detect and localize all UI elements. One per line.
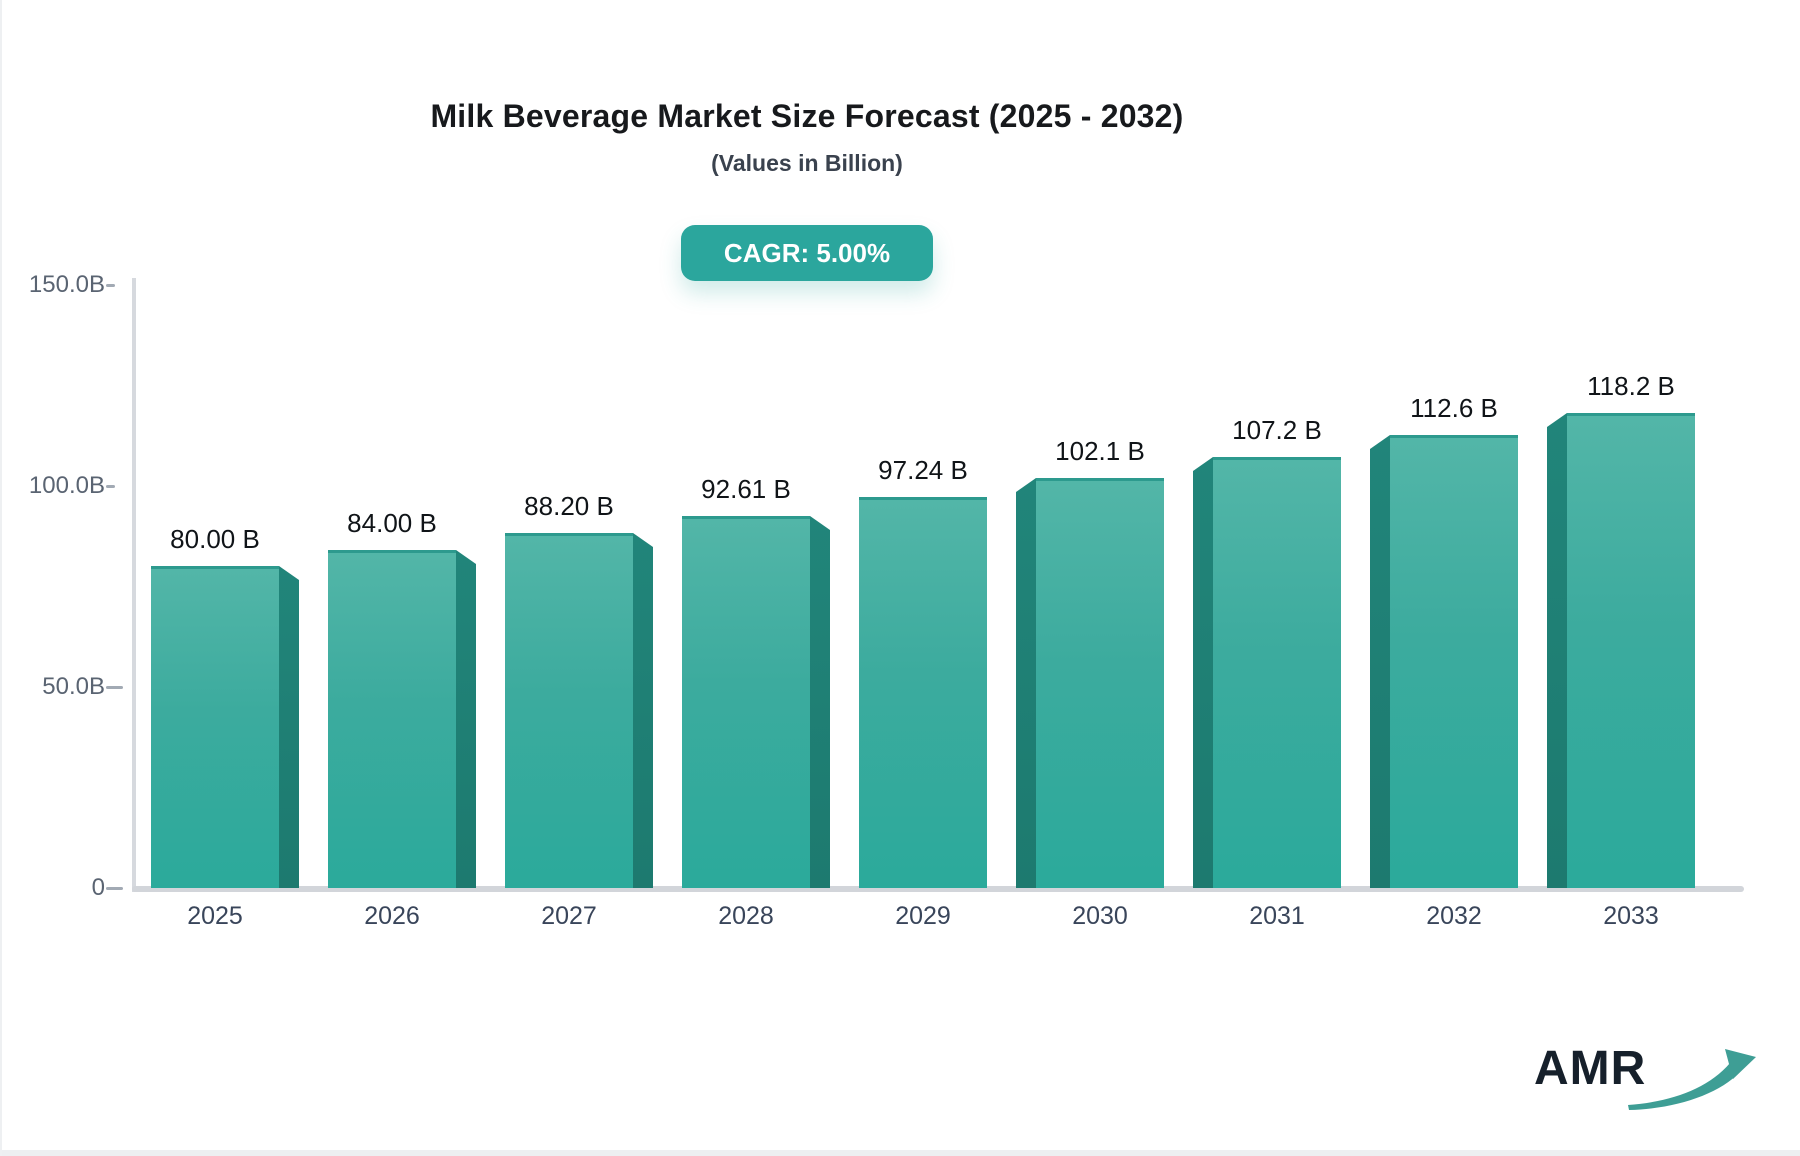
x-axis-label-2030: 2030 — [1072, 902, 1128, 930]
bar-2033 — [1567, 413, 1695, 888]
x-axis-line — [132, 886, 1744, 892]
bar-top-edge — [859, 497, 987, 500]
y-tick-label: 150.0B — [28, 271, 105, 298]
bar-side-panel-2026 — [456, 550, 476, 888]
x-axis-label-2026: 2026 — [364, 902, 420, 930]
chart-title: Milk Beverage Market Size Forecast (2025… — [430, 98, 1184, 134]
bar-value-label-2030: 102.1 B — [1055, 436, 1145, 466]
x-axis-label-2031: 2031 — [1249, 902, 1305, 930]
bar-side-panel-2033 — [1547, 413, 1567, 888]
x-axis-label-2025: 2025 — [187, 902, 243, 930]
bar-value-label-2032: 112.6 B — [1410, 393, 1498, 423]
bar-value-label-2031: 107.2 B — [1232, 415, 1322, 445]
bar-side-panel-2030 — [1016, 478, 1036, 888]
bar-2026 — [328, 550, 456, 888]
bar-value-label-2033: 118.2 B — [1587, 371, 1675, 401]
bar-value-label-2026: 84.00 B — [347, 508, 437, 538]
bar-top-edge — [505, 533, 633, 536]
bar-value-label-2025: 80.00 B — [170, 524, 260, 554]
bar-side-panel-2032 — [1370, 435, 1390, 888]
bar-top-edge — [1213, 457, 1341, 460]
bar-2030 — [1036, 478, 1164, 888]
bar-top-edge — [1567, 413, 1695, 416]
bar-top-edge — [682, 516, 810, 519]
x-axis-label-2027: 2027 — [541, 902, 597, 930]
x-axis-label-2032: 2032 — [1426, 902, 1482, 930]
y-tick-mark — [106, 686, 123, 689]
bar-top-edge — [328, 550, 456, 553]
y-tick-mark — [106, 887, 123, 890]
amr-logo: AMR — [1534, 1033, 1756, 1113]
y-tick-label: 100.0B — [28, 472, 105, 499]
amr-logo-text: AMR — [1534, 1042, 1647, 1095]
cagr-badge: CAGR: 5.00% — [681, 225, 933, 281]
bar-top-edge — [151, 566, 279, 569]
bar-2025 — [151, 566, 279, 888]
bar-side-panel-2031 — [1193, 457, 1213, 888]
x-axis-label-2033: 2033 — [1603, 902, 1659, 930]
page-bottom-strip — [2, 1150, 1800, 1156]
bar-2027 — [505, 533, 633, 888]
bar-value-label-2028: 92.61 B — [701, 474, 791, 504]
y-tick-mark — [106, 485, 115, 488]
bar-value-label-2029: 97.24 B — [878, 455, 968, 485]
bar-2029 — [859, 497, 987, 888]
bar-value-label-2027: 88.20 B — [524, 491, 614, 521]
chart-subtitle: (Values in Billion) — [711, 150, 903, 176]
bar-side-panel-2025 — [279, 566, 299, 888]
y-tick-label: 0 — [91, 874, 105, 901]
bar-top-edge — [1390, 435, 1518, 438]
x-axis-label-2029: 2029 — [895, 902, 951, 930]
growth-arrow-icon — [1628, 1049, 1756, 1110]
y-tick-mark — [106, 284, 115, 287]
y-axis-line — [132, 278, 136, 892]
x-axis-label-2028: 2028 — [718, 902, 774, 930]
bar-top-edge — [1036, 478, 1164, 481]
bar-2031 — [1213, 457, 1341, 888]
bar-2028 — [682, 516, 810, 888]
bar-side-panel-2027 — [633, 533, 653, 888]
bar-side-panel-2028 — [810, 516, 830, 888]
bar-2032 — [1390, 435, 1518, 888]
y-tick-label: 50.0B — [42, 673, 105, 700]
